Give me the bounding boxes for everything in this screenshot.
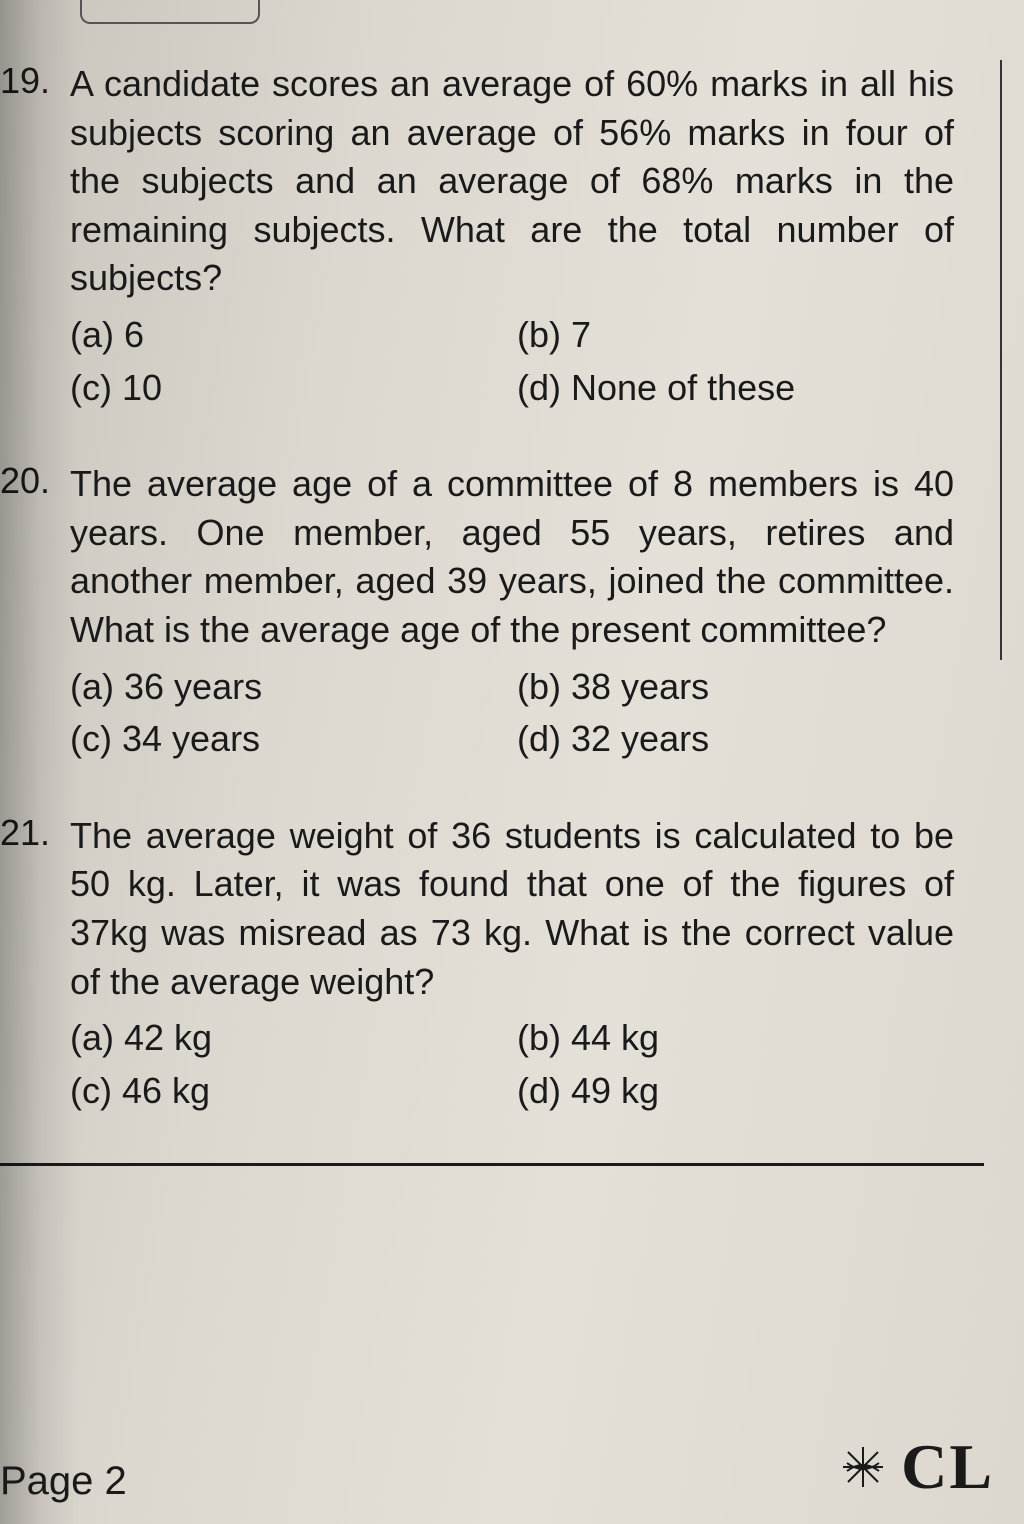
question-body: The average weight of 36 students is cal… [70, 812, 984, 1116]
options-grid: (a) 6 (b) 7 (c) 10 (d) None of these [70, 311, 954, 412]
logo-text: CL [901, 1430, 994, 1504]
page-number-label: Page 2 [0, 1459, 127, 1504]
publisher-logo: CL [837, 1430, 994, 1504]
question-21: 21. The average weight of 36 students is… [0, 812, 984, 1116]
option-c: (c) 10 [70, 364, 507, 413]
section-divider [0, 1163, 984, 1166]
top-bracket-artifact [80, 0, 260, 24]
question-body: The average age of a committee of 8 memb… [70, 460, 984, 764]
question-number: 19. [0, 60, 70, 412]
option-d: (d) 32 years [517, 715, 954, 764]
option-c: (c) 46 kg [70, 1067, 507, 1116]
option-b: (b) 7 [517, 311, 954, 360]
option-a: (a) 36 years [70, 663, 507, 712]
option-a: (a) 42 kg [70, 1014, 507, 1063]
option-a: (a) 6 [70, 311, 507, 360]
question-text: The average weight of 36 students is cal… [70, 812, 954, 1006]
option-b: (b) 44 kg [517, 1014, 954, 1063]
option-c: (c) 34 years [70, 715, 507, 764]
options-grid: (a) 36 years (b) 38 years (c) 34 years (… [70, 663, 954, 764]
page-footer: Page 2 CL [0, 1430, 1024, 1504]
question-text: The average age of a committee of 8 memb… [70, 460, 954, 654]
question-number: 21. [0, 812, 70, 1116]
question-number: 20. [0, 460, 70, 764]
logo-star-icon [837, 1441, 889, 1493]
page-container: 19. A candidate scores an average of 60%… [0, 0, 1024, 1524]
right-margin-line [1000, 60, 1002, 660]
options-grid: (a) 42 kg (b) 44 kg (c) 46 kg (d) 49 kg [70, 1014, 954, 1115]
question-text: A candidate scores an average of 60% mar… [70, 60, 954, 303]
question-body: A candidate scores an average of 60% mar… [70, 60, 984, 412]
question-20: 20. The average age of a committee of 8 … [0, 460, 984, 764]
question-19: 19. A candidate scores an average of 60%… [0, 60, 984, 412]
option-d: (d) 49 kg [517, 1067, 954, 1116]
option-b: (b) 38 years [517, 663, 954, 712]
option-d: (d) None of these [517, 364, 954, 413]
